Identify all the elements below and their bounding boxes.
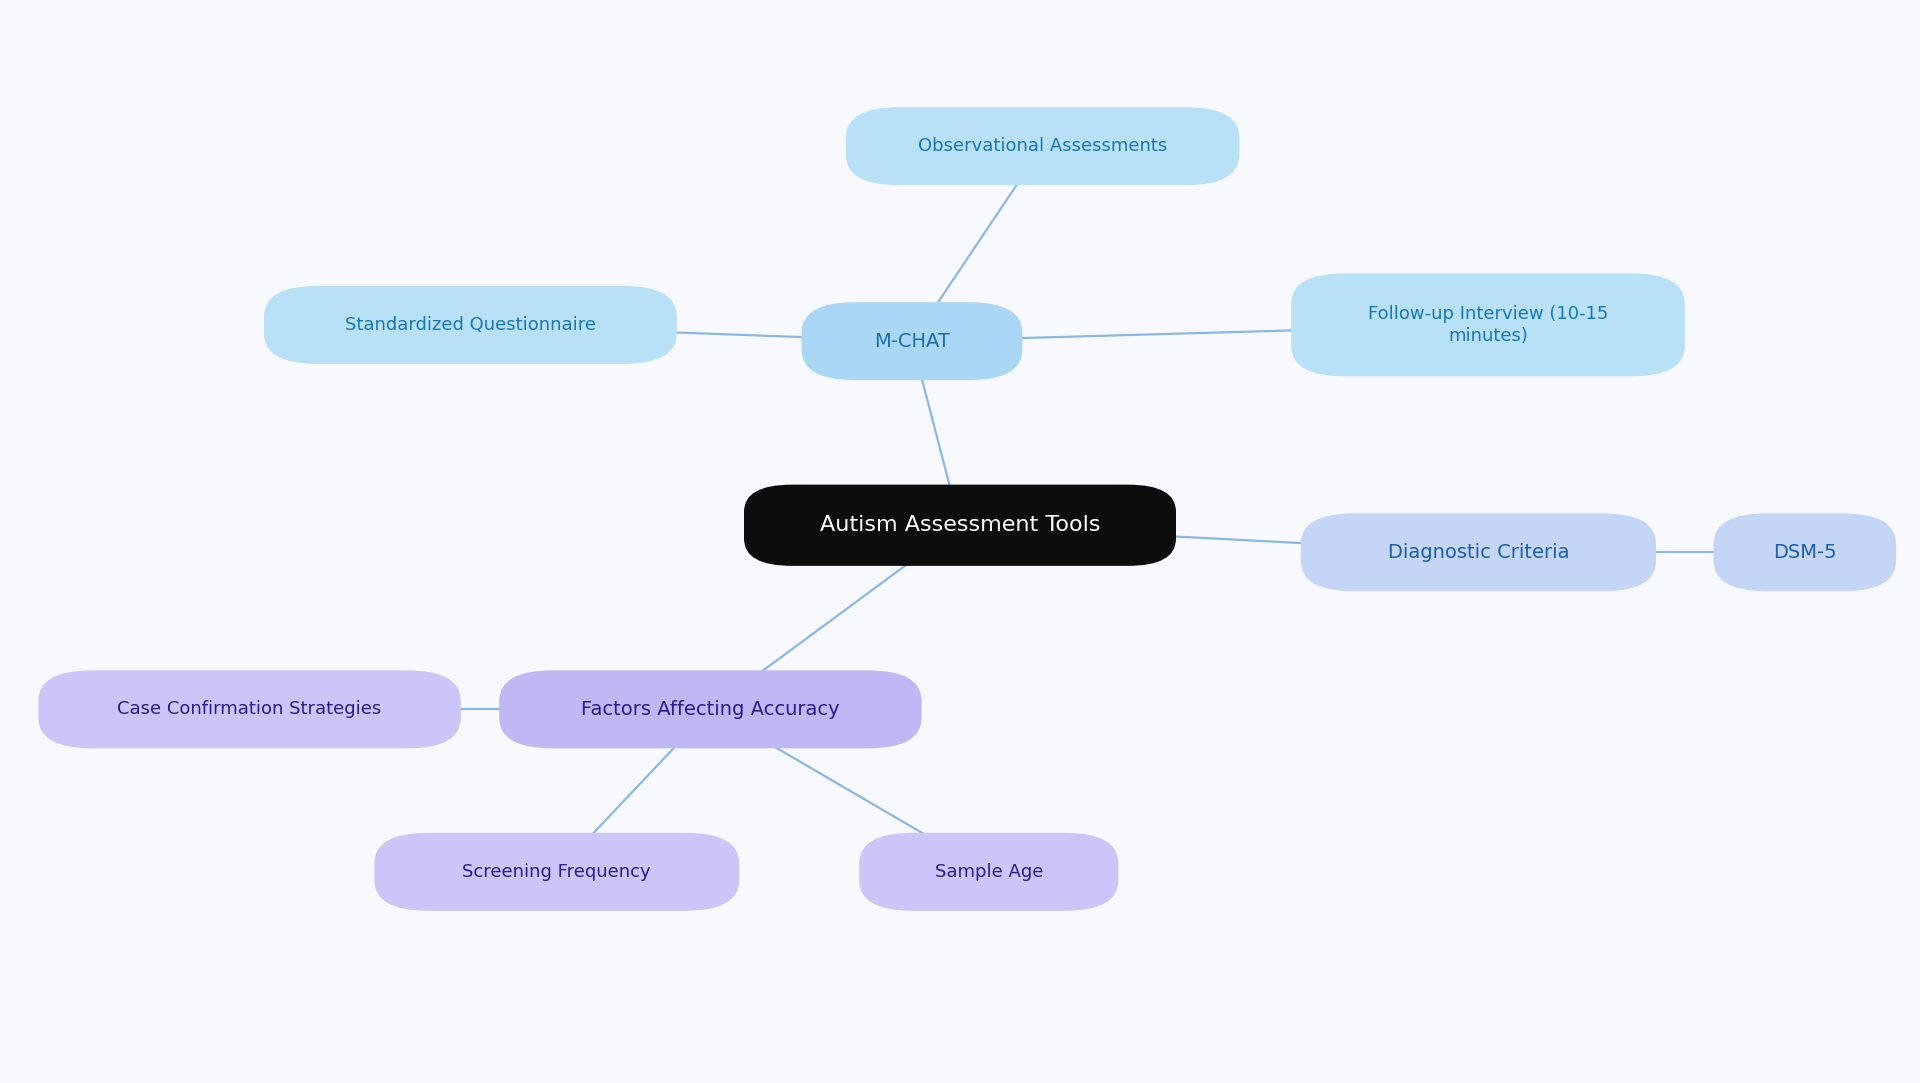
FancyBboxPatch shape xyxy=(847,107,1240,185)
Text: Screening Frequency: Screening Frequency xyxy=(463,863,651,880)
Text: Factors Affecting Accuracy: Factors Affecting Accuracy xyxy=(582,700,839,719)
Text: Observational Assessments: Observational Assessments xyxy=(918,138,1167,155)
FancyBboxPatch shape xyxy=(38,670,461,748)
FancyBboxPatch shape xyxy=(374,833,739,911)
Text: DSM-5: DSM-5 xyxy=(1772,543,1837,562)
Text: Standardized Questionnaire: Standardized Questionnaire xyxy=(346,316,595,334)
Text: Case Confirmation Strategies: Case Confirmation Strategies xyxy=(117,701,382,718)
FancyBboxPatch shape xyxy=(745,485,1175,565)
FancyBboxPatch shape xyxy=(499,670,922,748)
Text: Follow-up Interview (10-15
minutes): Follow-up Interview (10-15 minutes) xyxy=(1367,304,1609,345)
Text: Sample Age: Sample Age xyxy=(935,863,1043,880)
Text: Autism Assessment Tools: Autism Assessment Tools xyxy=(820,516,1100,535)
FancyBboxPatch shape xyxy=(265,286,678,364)
FancyBboxPatch shape xyxy=(860,833,1117,911)
FancyBboxPatch shape xyxy=(1290,274,1686,377)
FancyBboxPatch shape xyxy=(1713,513,1895,591)
Text: Diagnostic Criteria: Diagnostic Criteria xyxy=(1388,543,1569,562)
Text: M-CHAT: M-CHAT xyxy=(874,331,950,351)
FancyBboxPatch shape xyxy=(1302,513,1655,591)
FancyBboxPatch shape xyxy=(801,302,1021,380)
